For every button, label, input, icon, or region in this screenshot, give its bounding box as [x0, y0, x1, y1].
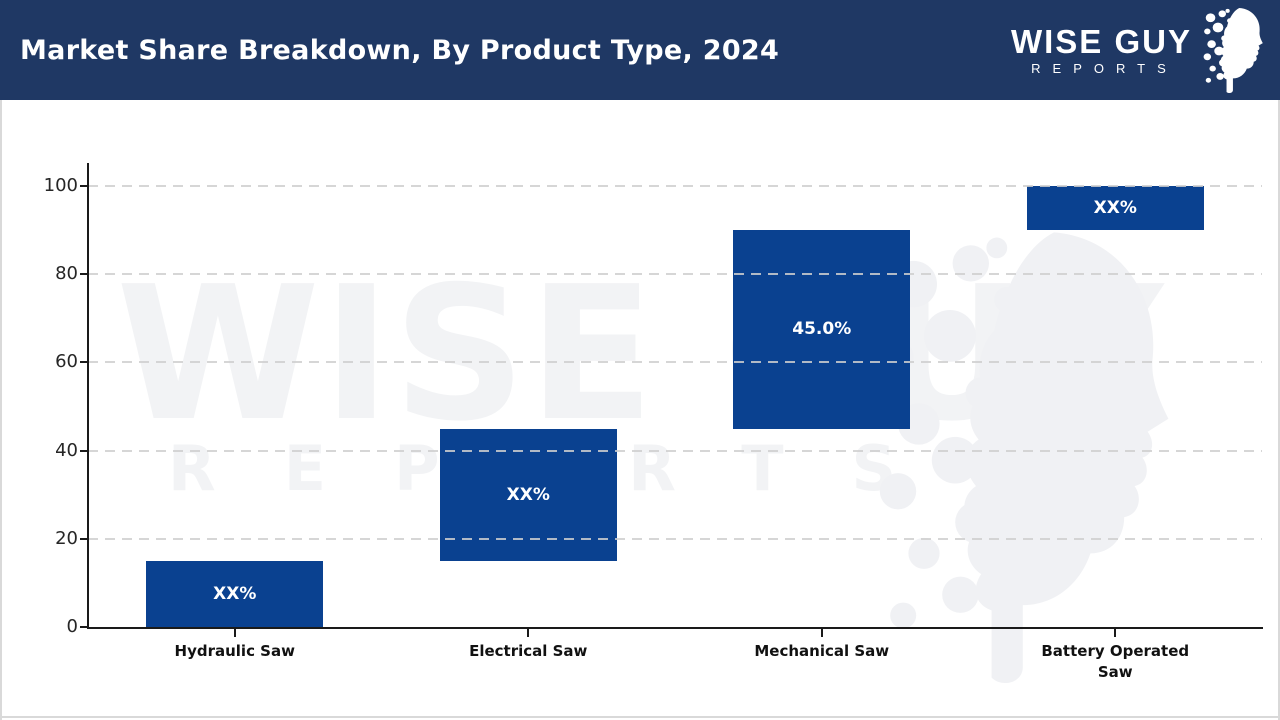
brand-head-icon [1202, 6, 1266, 94]
chart-title: Market Share Breakdown, By Product Type,… [20, 34, 780, 66]
y-tick-label: 100 [43, 175, 78, 196]
brand-logo-text: WISE GUY REPORTS [1011, 25, 1192, 75]
y-tick-mark [80, 626, 87, 628]
y-tick-label: 0 [66, 616, 78, 637]
gridline [88, 361, 1262, 364]
brand-subtitle: REPORTS [1031, 61, 1178, 76]
y-tick-mark [80, 273, 87, 276]
x-category-label: Battery Operated Saw [1041, 642, 1190, 681]
y-axis-line [87, 163, 89, 629]
gridline [88, 185, 1262, 187]
brand-logo: WISE GUY REPORTS [1011, 6, 1266, 94]
y-tick-label: 80 [55, 263, 78, 285]
x-axis-line [87, 627, 1263, 629]
frame-border-left [0, 100, 2, 720]
x-tick-mark [820, 629, 823, 637]
bar-value-label: XX% [1093, 198, 1137, 219]
bar-battery-operated-saw: XX% [1026, 186, 1204, 231]
frame-border-right [1278, 100, 1280, 720]
bar-value-label: XX% [506, 484, 550, 505]
bar-mechanical-saw: 45.0% [733, 230, 911, 429]
gridline [88, 449, 1262, 452]
y-tick-label: 40 [55, 439, 78, 461]
y-tick-mark [80, 449, 87, 452]
bar-hydraulic-saw: XX% [146, 560, 324, 627]
y-tick-mark [80, 537, 87, 540]
bar-value-label: XX% [213, 583, 257, 604]
header-bar: Market Share Breakdown, By Product Type,… [0, 0, 1280, 100]
y-tick-label: 20 [55, 527, 78, 549]
brand-name: WISE GUY [1010, 23, 1192, 60]
watermark-head-icon [872, 222, 1184, 688]
y-tick-mark [80, 185, 87, 187]
gridline [88, 537, 1262, 540]
bar-value-label: 45.0% [792, 319, 852, 340]
x-category-label: Electrical Saw [469, 642, 588, 660]
x-tick-mark [233, 629, 236, 637]
x-tick-mark [1114, 629, 1117, 637]
bar-electrical-saw: XX% [439, 428, 617, 561]
gridline [88, 273, 1262, 276]
y-tick-mark [80, 361, 87, 364]
y-tick-label: 60 [55, 351, 78, 373]
frame-border-bottom [0, 716, 1280, 718]
x-category-label: Mechanical Saw [754, 642, 890, 660]
x-category-label: Hydraulic Saw [174, 642, 295, 660]
x-tick-mark [527, 629, 530, 637]
